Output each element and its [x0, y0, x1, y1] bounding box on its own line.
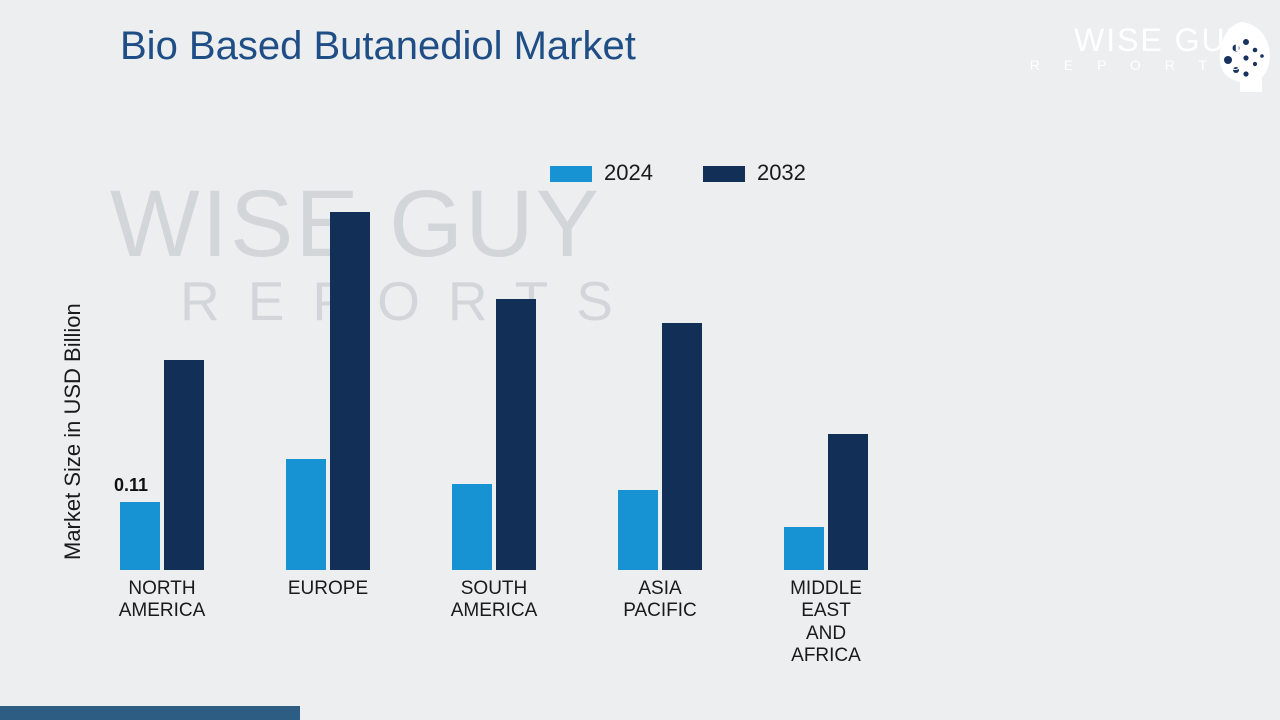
x-axis-label: SOUTHAMERICA: [424, 578, 564, 623]
bar-2032: [662, 323, 702, 570]
legend-item-2032: 2032: [703, 160, 806, 186]
x-axis-label: MIDDLEEASTANDAFRICA: [756, 578, 896, 668]
x-axis-label: ASIAPACIFIC: [590, 578, 730, 623]
bar-2032: [828, 434, 868, 570]
stage: WISE GUY R E P O R T S Bio Based Butaned…: [0, 0, 1280, 720]
legend-label-2024: 2024: [604, 160, 653, 185]
brand-line-2: R E P O R T S: [1030, 57, 1250, 73]
footer-accent-bar: [0, 706, 300, 720]
bar-2024: [452, 484, 492, 570]
bar-2032: [496, 299, 536, 570]
brand-logo: WISE GUY R E P O R T S: [1030, 22, 1250, 73]
x-axis-label: EUROPE: [258, 578, 398, 600]
x-axis-label: NORTHAMERICA: [92, 578, 232, 623]
bar-2024: [618, 490, 658, 570]
bar-2024: [286, 459, 326, 570]
bar-2032: [164, 360, 204, 570]
bar-2024: [784, 527, 824, 570]
bar-2032: [330, 212, 370, 570]
legend-item-2024: 2024: [550, 160, 653, 186]
bar-chart: 0.11: [100, 200, 920, 570]
y-axis-label: Market Size in USD Billion: [60, 303, 86, 560]
legend: 2024 2032: [550, 160, 806, 186]
bar-value-label: 0.11: [114, 475, 148, 496]
legend-swatch-2024: [550, 166, 592, 182]
chart-title: Bio Based Butanediol Market: [120, 24, 636, 69]
bar-2024: [120, 502, 160, 570]
legend-label-2032: 2032: [757, 160, 806, 185]
brand-line-1: WISE GUY: [1030, 22, 1250, 59]
plot-area: 0.11: [100, 200, 920, 570]
legend-swatch-2032: [703, 166, 745, 182]
